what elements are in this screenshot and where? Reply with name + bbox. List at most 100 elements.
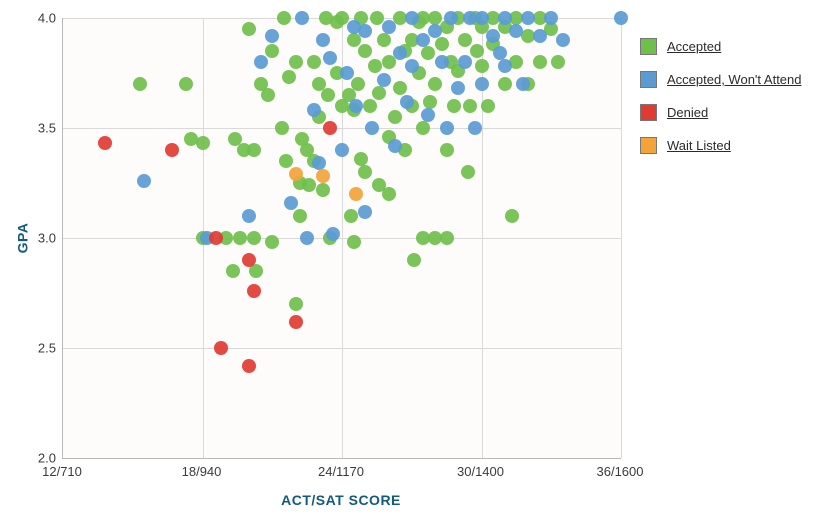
data-point[interactable]	[393, 46, 407, 60]
data-point[interactable]	[196, 136, 210, 150]
data-point[interactable]	[509, 24, 523, 38]
data-point[interactable]	[444, 11, 458, 25]
data-point[interactable]	[416, 121, 430, 135]
data-point[interactable]	[316, 33, 330, 47]
data-point[interactable]	[400, 95, 414, 109]
data-point[interactable]	[233, 231, 247, 245]
data-point[interactable]	[289, 315, 303, 329]
data-point[interactable]	[365, 121, 379, 135]
data-point[interactable]	[226, 264, 240, 278]
data-point[interactable]	[405, 59, 419, 73]
data-point[interactable]	[316, 169, 330, 183]
data-point[interactable]	[284, 196, 298, 210]
data-point[interactable]	[405, 11, 419, 25]
data-point[interactable]	[505, 209, 519, 223]
data-point[interactable]	[368, 59, 382, 73]
data-point[interactable]	[165, 143, 179, 157]
data-point[interactable]	[614, 11, 628, 25]
data-point[interactable]	[247, 284, 261, 298]
data-point[interactable]	[321, 88, 335, 102]
data-point[interactable]	[316, 183, 330, 197]
data-point[interactable]	[214, 341, 228, 355]
data-point[interactable]	[289, 55, 303, 69]
data-point[interactable]	[247, 143, 261, 157]
data-point[interactable]	[363, 99, 377, 113]
data-point[interactable]	[486, 29, 500, 43]
data-point[interactable]	[458, 55, 472, 69]
data-point[interactable]	[347, 235, 361, 249]
data-point[interactable]	[289, 167, 303, 181]
data-point[interactable]	[440, 143, 454, 157]
data-point[interactable]	[388, 110, 402, 124]
data-point[interactable]	[209, 231, 223, 245]
data-point[interactable]	[447, 99, 461, 113]
data-point[interactable]	[435, 55, 449, 69]
data-point[interactable]	[312, 156, 326, 170]
data-point[interactable]	[421, 46, 435, 60]
data-point[interactable]	[481, 99, 495, 113]
data-point[interactable]	[393, 81, 407, 95]
data-point[interactable]	[326, 227, 340, 241]
data-point[interactable]	[261, 88, 275, 102]
data-point[interactable]	[275, 121, 289, 135]
data-point[interactable]	[295, 11, 309, 25]
data-point[interactable]	[382, 187, 396, 201]
data-point[interactable]	[335, 143, 349, 157]
data-point[interactable]	[242, 22, 256, 36]
data-point[interactable]	[340, 66, 354, 80]
data-point[interactable]	[388, 139, 402, 153]
data-point[interactable]	[533, 29, 547, 43]
data-point[interactable]	[265, 235, 279, 249]
data-point[interactable]	[428, 77, 442, 91]
data-point[interactable]	[470, 44, 484, 58]
data-point[interactable]	[358, 205, 372, 219]
data-point[interactable]	[461, 165, 475, 179]
legend-item[interactable]: Denied	[640, 104, 802, 121]
data-point[interactable]	[377, 33, 391, 47]
data-point[interactable]	[344, 209, 358, 223]
data-point[interactable]	[302, 178, 316, 192]
data-point[interactable]	[351, 77, 365, 91]
data-point[interactable]	[98, 136, 112, 150]
data-point[interactable]	[498, 77, 512, 91]
data-point[interactable]	[323, 51, 337, 65]
data-point[interactable]	[440, 231, 454, 245]
data-point[interactable]	[551, 55, 565, 69]
data-point[interactable]	[179, 77, 193, 91]
data-point[interactable]	[300, 231, 314, 245]
data-point[interactable]	[279, 154, 293, 168]
data-point[interactable]	[349, 99, 363, 113]
data-point[interactable]	[307, 55, 321, 69]
data-point[interactable]	[493, 46, 507, 60]
data-point[interactable]	[463, 99, 477, 113]
data-point[interactable]	[423, 95, 437, 109]
data-point[interactable]	[247, 231, 261, 245]
legend-item[interactable]: Accepted	[640, 38, 802, 55]
data-point[interactable]	[277, 11, 291, 25]
data-point[interactable]	[556, 33, 570, 47]
data-point[interactable]	[521, 11, 535, 25]
data-point[interactable]	[349, 187, 363, 201]
data-point[interactable]	[377, 73, 391, 87]
data-point[interactable]	[451, 81, 465, 95]
data-point[interactable]	[533, 55, 547, 69]
data-point[interactable]	[440, 121, 454, 135]
data-point[interactable]	[289, 297, 303, 311]
data-point[interactable]	[475, 77, 489, 91]
data-point[interactable]	[475, 11, 489, 25]
data-point[interactable]	[358, 44, 372, 58]
data-point[interactable]	[358, 165, 372, 179]
data-point[interactable]	[282, 70, 296, 84]
legend-item[interactable]: Wait Listed	[640, 137, 802, 154]
data-point[interactable]	[498, 59, 512, 73]
data-point[interactable]	[265, 44, 279, 58]
data-point[interactable]	[468, 121, 482, 135]
data-point[interactable]	[475, 59, 489, 73]
data-point[interactable]	[307, 103, 321, 117]
data-point[interactable]	[242, 253, 256, 267]
data-point[interactable]	[354, 152, 368, 166]
data-point[interactable]	[407, 253, 421, 267]
data-point[interactable]	[544, 11, 558, 25]
data-point[interactable]	[242, 209, 256, 223]
data-point[interactable]	[428, 24, 442, 38]
